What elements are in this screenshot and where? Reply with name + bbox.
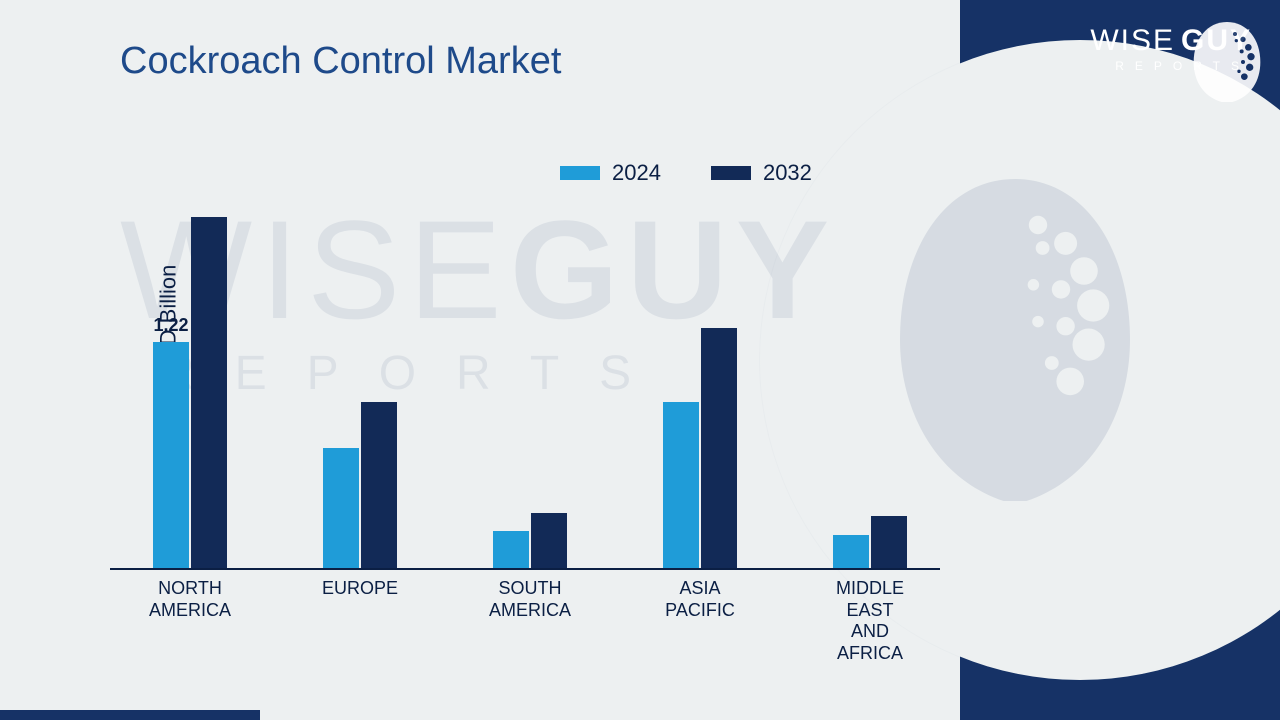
bar-series-a: [663, 402, 699, 569]
chart-legend: 2024 2032: [560, 160, 812, 186]
x-axis-label: NORTH AMERICA: [149, 578, 231, 621]
bar-group: [663, 328, 737, 569]
brand-wise: WISE: [1090, 24, 1175, 57]
legend-swatch-2032: [711, 166, 751, 180]
x-axis-label: ASIA PACIFIC: [665, 578, 735, 621]
bar-series-a: [833, 535, 869, 568]
bar-group: [493, 513, 567, 569]
bar-series-b: [701, 328, 737, 569]
chart-title: Cockroach Control Market: [120, 40, 561, 83]
bar-series-b: [531, 513, 567, 569]
bar-group: [323, 402, 397, 569]
bar-group: [153, 217, 227, 569]
bar-series-a: [323, 448, 359, 568]
x-axis-label: MIDDLE EAST AND AFRICA: [836, 578, 904, 664]
bar-series-a: [493, 531, 529, 568]
bar-series-b: [191, 217, 227, 569]
x-axis-label: SOUTH AMERICA: [489, 578, 571, 621]
plot-area: 1.22: [110, 198, 940, 570]
legend-label-2032: 2032: [763, 160, 812, 186]
bar-series-b: [361, 402, 397, 569]
bar-series-a: [153, 342, 189, 568]
bar-series-b: [871, 516, 907, 568]
x-axis-label: EUROPE: [322, 578, 398, 600]
bottom-accent-strip: [0, 710, 260, 720]
bar-chart: 1.22: [110, 200, 940, 570]
legend-label-2024: 2024: [612, 160, 661, 186]
bar-group: [833, 516, 907, 568]
legend-swatch-2024: [560, 166, 600, 180]
bar-value-label: 1.22: [153, 315, 188, 336]
brand-head-icon: [1192, 22, 1262, 102]
brand-logo: WISEGUY REPORTS: [1090, 26, 1252, 72]
legend-item-2032: 2032: [711, 160, 812, 186]
legend-item-2024: 2024: [560, 160, 661, 186]
